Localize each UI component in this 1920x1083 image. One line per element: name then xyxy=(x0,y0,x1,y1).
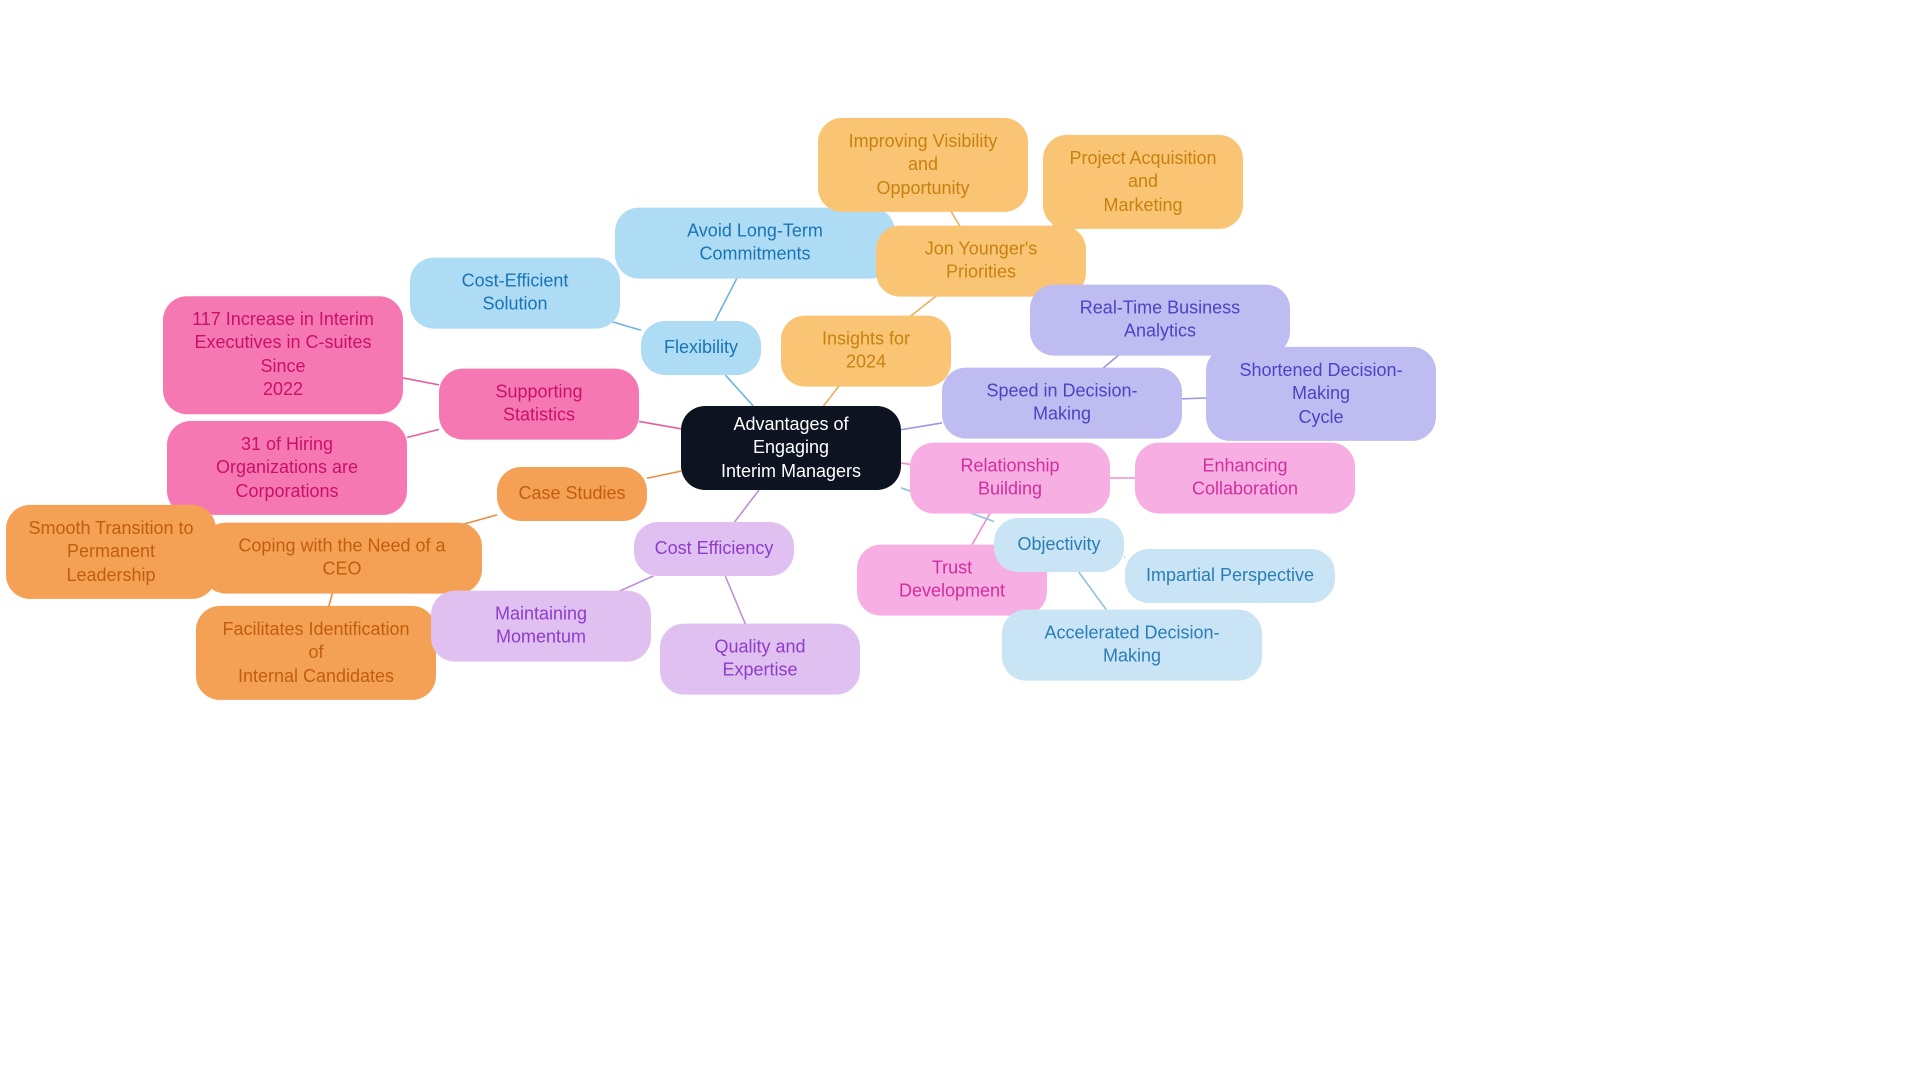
mindmap-node: Real-Time Business Analytics xyxy=(1030,285,1290,356)
mindmap-node: 117 Increase in InterimExecutives in C-s… xyxy=(163,296,403,414)
mindmap-node: Speed in Decision-Making xyxy=(942,368,1182,439)
edge xyxy=(1182,398,1206,399)
edge xyxy=(403,378,439,385)
mindmap-node: Accelerated Decision-Making xyxy=(1002,610,1262,681)
edge xyxy=(647,471,681,478)
mindmap-node: Shortened Decision-MakingCycle xyxy=(1206,347,1436,441)
mindmap-node: Cost-Efficient Solution xyxy=(410,258,620,329)
edge xyxy=(901,423,942,430)
mindmap-node: Flexibility xyxy=(641,321,761,375)
mindmap-node: Insights for 2024 xyxy=(781,316,951,387)
edge xyxy=(725,375,753,406)
mindmap-node: Quality and Expertise xyxy=(660,624,860,695)
mindmap-node: Facilitates Identification ofInternal Ca… xyxy=(196,606,436,700)
center-node: Advantages of EngagingInterim Managers xyxy=(681,406,901,490)
mindmap-node: Cost Efficiency xyxy=(634,522,794,576)
mindmap-node: Avoid Long-Term Commitments xyxy=(615,208,895,279)
mindmap-node: 31 of Hiring Organizations areCorporatio… xyxy=(167,421,407,515)
edge xyxy=(407,429,439,437)
mindmap-node: Smooth Transition toPermanent Leadership xyxy=(6,505,216,599)
mindmap-node: Supporting Statistics xyxy=(439,369,639,440)
mindmap-node: Coping with the Need of a CEO xyxy=(202,523,482,594)
mindmap-node: Case Studies xyxy=(497,467,647,521)
mindmap-node: Impartial Perspective xyxy=(1125,549,1335,603)
edge xyxy=(735,490,759,522)
mindmap-node: Objectivity xyxy=(994,518,1124,572)
mindmap-node: Maintaining Momentum xyxy=(431,591,651,662)
mindmap-node: Relationship Building xyxy=(910,443,1110,514)
mindmap-node: Project Acquisition andMarketing xyxy=(1043,135,1243,229)
edge xyxy=(901,463,910,464)
mindmap-node: Enhancing Collaboration xyxy=(1135,443,1355,514)
edge xyxy=(639,421,681,428)
mindmap-node: Improving Visibility andOpportunity xyxy=(818,118,1028,212)
